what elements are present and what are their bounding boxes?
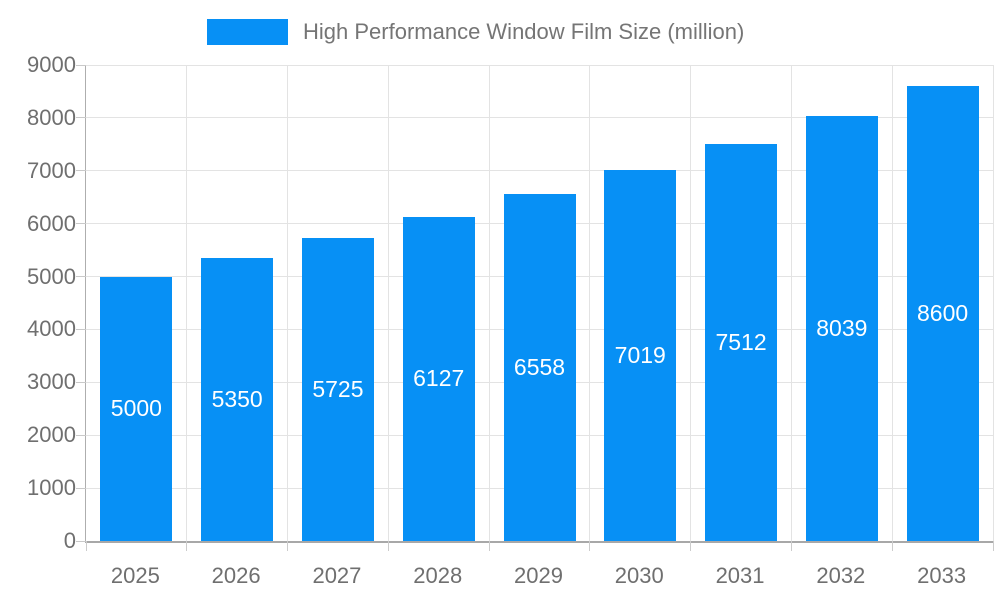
gridline-horizontal (86, 64, 993, 66)
gridline-vertical (589, 65, 591, 541)
y-axis-tick (76, 117, 86, 119)
y-axis-label: 1000 (27, 475, 76, 501)
y-axis-label: 0 (63, 528, 76, 553)
bar-value-label: 5000 (110, 395, 162, 422)
x-axis-label: 2028 (413, 563, 463, 588)
gridline-vertical (387, 65, 389, 541)
x-axis-label: 2033 (917, 563, 967, 588)
x-axis-label: 2029 (514, 563, 563, 588)
bar-2033[interactable]: 8600 (906, 86, 979, 541)
y-axis-tick (76, 540, 86, 542)
x-axis-tick (790, 541, 792, 551)
bar-2031[interactable]: 7512 (705, 143, 778, 541)
x-axis-tick (992, 541, 994, 551)
y-axis-label: 2000 (27, 422, 76, 448)
y-axis-tick (76, 170, 86, 172)
gridline-horizontal (86, 117, 993, 119)
bar-2029[interactable]: 6558 (503, 194, 576, 541)
legend-label: High Performance Window Film Size (milli… (303, 19, 745, 44)
x-axis-label: 2025 (110, 563, 160, 588)
x-axis-label: 2026 (211, 563, 261, 588)
bar-value-label: 7019 (614, 341, 666, 368)
bar-2030[interactable]: 7019 (604, 169, 677, 541)
bar-value-label: 7512 (715, 328, 767, 355)
x-axis-label: 2030 (614, 563, 664, 588)
gridline-vertical (287, 65, 289, 541)
x-axis-label: 2032 (816, 563, 866, 588)
bar-2026[interactable]: 5350 (201, 258, 274, 541)
bar-2027[interactable]: 5725 (301, 238, 374, 541)
bar-value-label: 8039 (816, 314, 868, 341)
legend-swatch-icon (207, 19, 288, 45)
x-axis-tick (690, 541, 692, 551)
y-axis-label: 8000 (27, 104, 76, 130)
y-axis-tick (76, 276, 86, 278)
bar-2032[interactable]: 8039 (805, 115, 878, 541)
x-axis-label: 2027 (312, 563, 362, 588)
bar-value-label: 5725 (312, 376, 364, 403)
bar-value-label: 6127 (413, 365, 465, 392)
x-axis-tick (287, 541, 289, 551)
y-axis-label: 7000 (27, 157, 76, 183)
gridline-vertical (790, 65, 792, 541)
x-axis-tick (387, 541, 389, 551)
bar-value-label: 6558 (513, 354, 566, 381)
y-axis-label: 5000 (27, 263, 76, 289)
y-axis-tick (76, 328, 86, 330)
legend-item[interactable]: High Performance Window Film Size (milli… (207, 19, 744, 45)
y-axis-label: 6000 (27, 210, 76, 236)
gridline-vertical (488, 65, 490, 541)
y-axis-tick (76, 381, 86, 383)
gridline-vertical (690, 65, 692, 541)
x-axis-tick (186, 541, 188, 551)
y-axis-tick (76, 434, 86, 436)
y-axis-labels: 0 1000 2000 3000 4000 5000 6000 7000 8000 9000 (0, 52, 76, 553)
y-axis-label: 4000 (27, 316, 76, 342)
y-axis-tick (76, 223, 86, 225)
x-axis-label: 2031 (715, 563, 765, 588)
gridline-horizontal (86, 170, 993, 172)
bar-2025[interactable]: 5000 (100, 276, 173, 541)
gridline-vertical (992, 65, 994, 541)
x-axis-labels: 2025 2026 2027 2028 2029 2030 2031 2032 2033 (85, 563, 992, 591)
plot-area: 5000 5350 5725 6127 6558 7019 7512 8039 8600 (76, 64, 994, 551)
gridline-vertical (891, 65, 893, 541)
y-axis-tick (76, 487, 86, 489)
x-axis-tick (488, 541, 490, 551)
bar-2028[interactable]: 6127 (402, 216, 475, 541)
bar-value-label: 5350 (211, 386, 263, 413)
x-axis-tick (589, 541, 591, 551)
y-axis-label: 3000 (27, 369, 76, 395)
x-axis-tick (86, 541, 87, 551)
bar-value-label: 8600 (917, 300, 969, 327)
gridline-vertical (186, 65, 188, 541)
x-axis-tick (891, 541, 893, 551)
y-axis-label: 9000 (27, 52, 76, 77)
y-axis-tick (76, 64, 86, 66)
